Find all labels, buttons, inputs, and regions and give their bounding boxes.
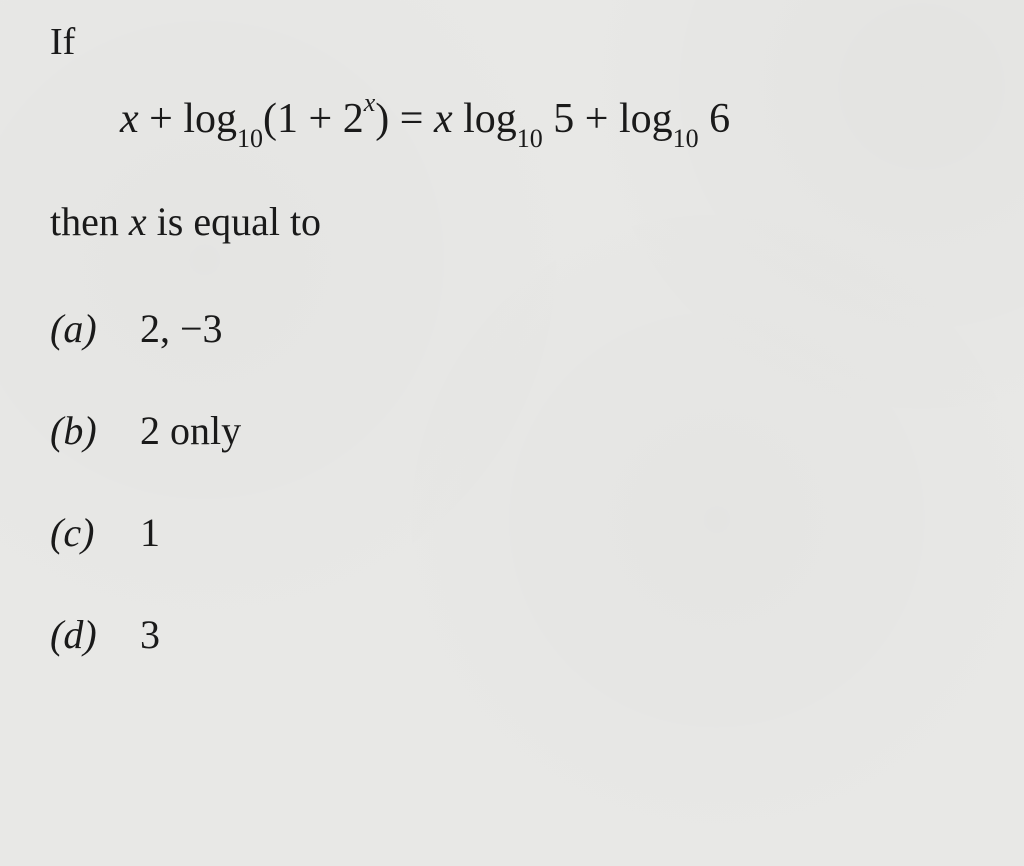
prompt-pre: then [50, 199, 129, 244]
options-list: (a) 2, −3 (b) 2 only (c) 1 (d) 3 [50, 305, 984, 658]
option-a: (a) 2, −3 [50, 305, 984, 352]
eq-log2: log [453, 96, 517, 142]
eq-six: 6 [699, 96, 731, 142]
intro-text: If [50, 20, 984, 64]
option-label: (a) [50, 305, 140, 352]
eq-sub-10-2: 10 [517, 124, 543, 153]
option-c: (c) 1 [50, 509, 984, 556]
eq-open: (1 + 2 [263, 96, 364, 142]
option-b: (b) 2 only [50, 407, 984, 454]
option-value: 2 only [140, 407, 241, 454]
option-value: 2, −3 [140, 305, 223, 352]
option-value: 3 [140, 611, 160, 658]
eq-sub-10-3: 10 [673, 124, 699, 153]
equation: x + log10(1 + 2x) = x log10 5 + log10 6 [120, 94, 984, 148]
prompt-post: is equal to [147, 199, 321, 244]
eq-sub-10-1: 10 [237, 124, 263, 153]
eq-close-eq: ) = [375, 96, 434, 142]
option-d: (d) 3 [50, 611, 984, 658]
option-label: (d) [50, 611, 140, 658]
prompt-text: then x is equal to [50, 198, 984, 245]
eq-plus-log1: + log [139, 96, 237, 142]
option-label: (c) [50, 509, 140, 556]
eq-var-x2: x [434, 96, 453, 142]
eq-sup-x: x [364, 88, 376, 117]
eq-var-x1: x [120, 96, 139, 142]
prompt-var: x [129, 199, 147, 244]
eq-five-log3: 5 + log [543, 96, 673, 142]
option-label: (b) [50, 407, 140, 454]
option-value: 1 [140, 509, 160, 556]
